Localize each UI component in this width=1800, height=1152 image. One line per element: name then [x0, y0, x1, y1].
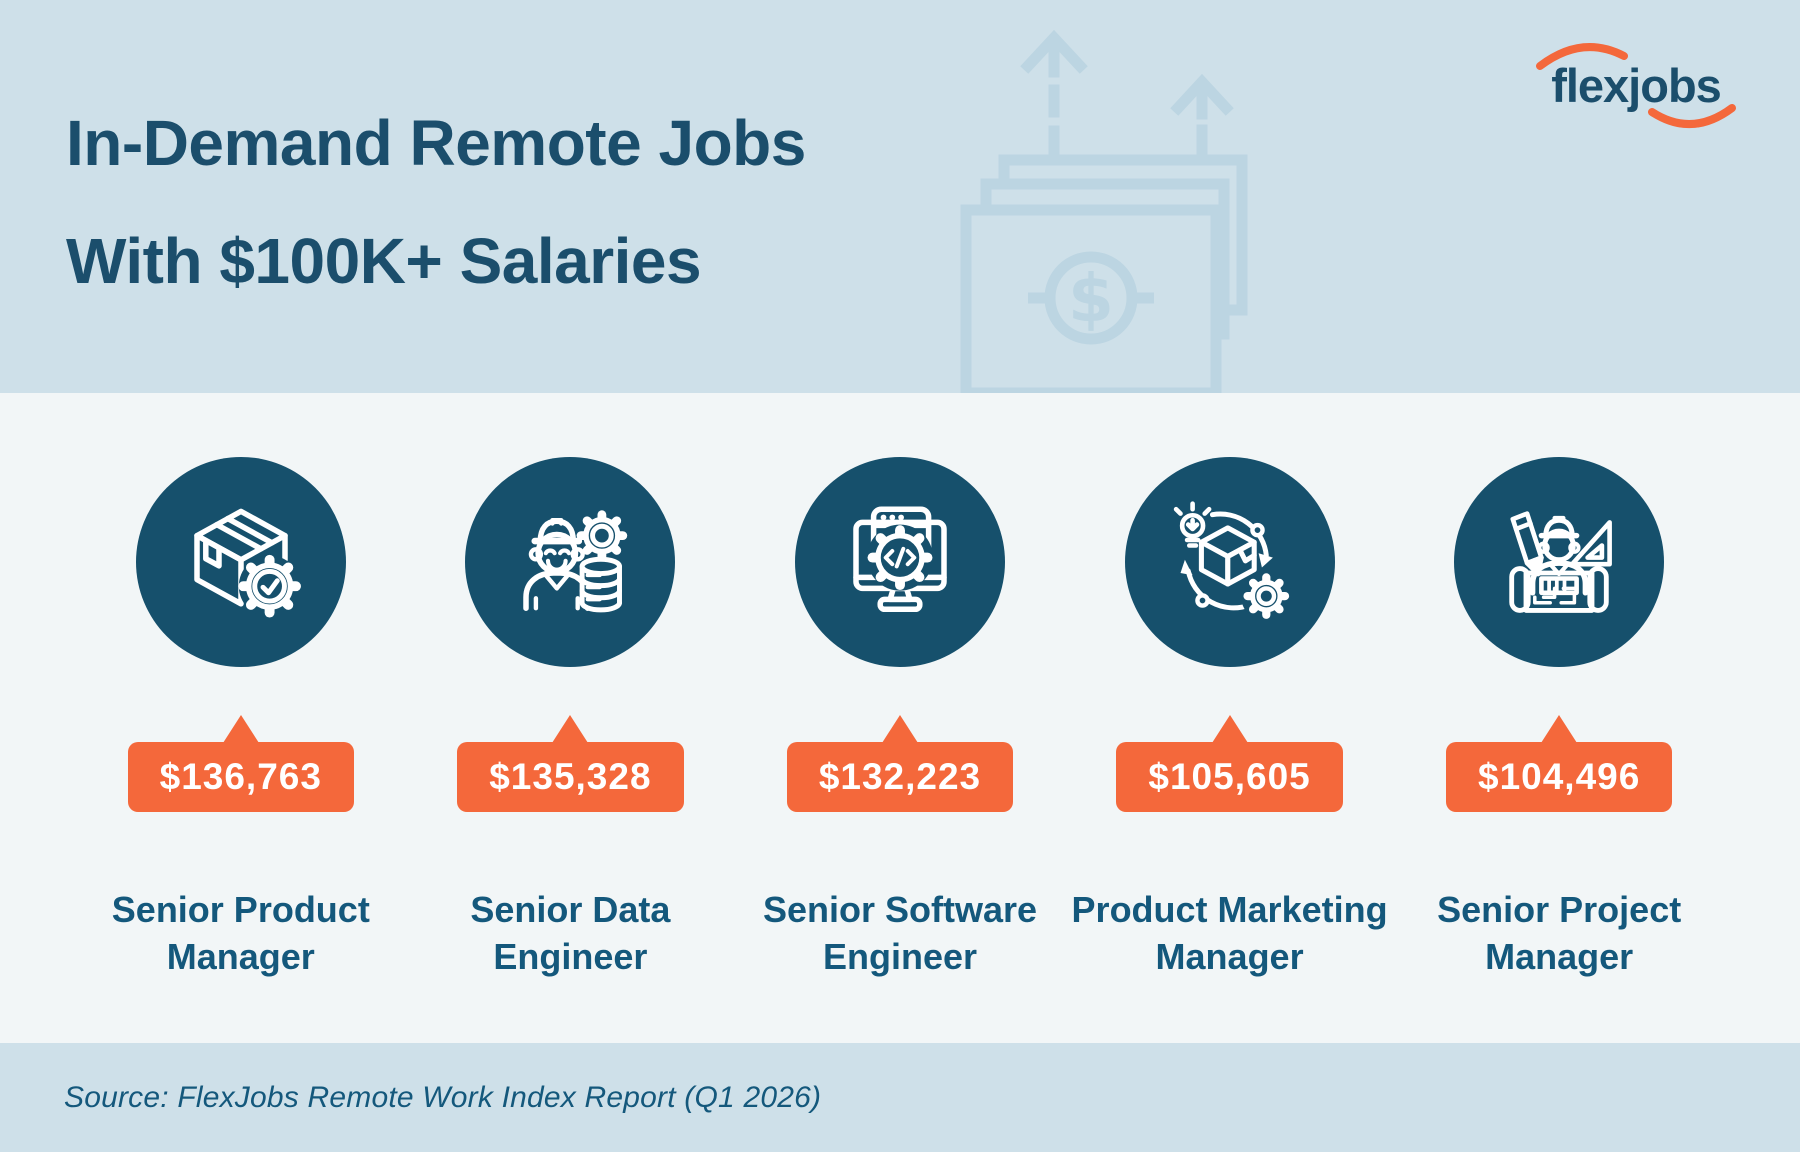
job-title: Senior Data Engineer — [470, 889, 671, 977]
footer: Source: FlexJobs Remote Work Index Repor… — [0, 1043, 1800, 1152]
job-column-product-marketing-manager: $105,605 Product Marketing Manager — [1065, 393, 1395, 980]
page-title-line2: With $100K+ Salaries — [66, 225, 702, 297]
set-square-icon — [1570, 520, 1613, 567]
badge-pointer — [222, 715, 259, 743]
salary-callout: $105,605 — [1116, 715, 1343, 812]
money-stack-icon — [960, 154, 1248, 393]
job-column-senior-software-engineer: $132,223 Senior Software Engineer — [735, 393, 1065, 980]
icon-circle — [1454, 457, 1665, 667]
header: In-Demand Remote Jobs With $100K+ Salari… — [0, 0, 1800, 393]
logo-bottom-arc — [1648, 104, 1736, 128]
job-column-senior-project-manager: $104,496 Senior Project Manager — [1394, 393, 1724, 980]
icon-circle — [465, 457, 676, 667]
product-cycle-idea-gear-icon — [1173, 501, 1292, 622]
salary-badge: $136,763 — [127, 742, 354, 812]
badge-pointer — [1541, 715, 1578, 743]
jobs-row: $136,763 Senior Product Manager — [0, 393, 1800, 1043]
money-rising-illustration: $ — [960, 29, 1248, 393]
salary-callout: $104,496 — [1446, 715, 1673, 812]
salary-badge: $132,223 — [786, 742, 1014, 812]
salary-badge: $105,605 — [1116, 742, 1343, 812]
job-column-senior-product-manager: $136,763 Senior Product Manager — [76, 393, 406, 980]
job-column-senior-data-engineer: $135,328 Senior Data Engineer — [406, 393, 736, 980]
flexjobs-logo: flexjobs — [1536, 43, 1736, 128]
job-title: Senior Product Manager — [111, 889, 370, 977]
engineer-hardhat-database-icon — [523, 510, 628, 613]
salary-badge: $135,328 — [457, 742, 684, 812]
page-title: In-Demand Remote Jobs With $100K+ Salari… — [66, 84, 806, 320]
lightbulb-icon — [1173, 501, 1211, 548]
monitor-code-gear-icon — [853, 506, 947, 613]
worker-blueprint-tools-icon — [1509, 511, 1613, 613]
pencil-icon — [1510, 511, 1544, 577]
salary-callout: $136,763 — [127, 715, 354, 812]
badge-pointer — [552, 715, 589, 743]
job-title: Senior Software Engineer — [762, 889, 1038, 977]
salary-callout: $135,328 — [457, 715, 684, 812]
up-arrow-icon — [1170, 73, 1234, 116]
logo-top-arc — [1536, 43, 1628, 70]
badge-pointer — [881, 715, 918, 743]
logo-text: flexjobs — [1551, 59, 1721, 112]
dollar-sign: $ — [1068, 260, 1114, 337]
icon-circle — [794, 457, 1005, 667]
job-title: Senior Project Manager — [1437, 889, 1682, 977]
salary-badge: $104,496 — [1446, 742, 1673, 812]
salary-callout: $132,223 — [786, 715, 1014, 812]
badge-pointer — [1211, 715, 1248, 743]
package-gear-check-icon — [194, 508, 301, 618]
icon-circle — [1124, 457, 1335, 667]
up-arrow-icon — [1020, 29, 1088, 74]
job-title: Product Marketing Manager — [1071, 889, 1388, 977]
source-text: Source: FlexJobs Remote Work Index Repor… — [64, 1080, 822, 1114]
page-title-line1: In-Demand Remote Jobs — [66, 107, 806, 179]
icon-circle — [135, 457, 346, 667]
